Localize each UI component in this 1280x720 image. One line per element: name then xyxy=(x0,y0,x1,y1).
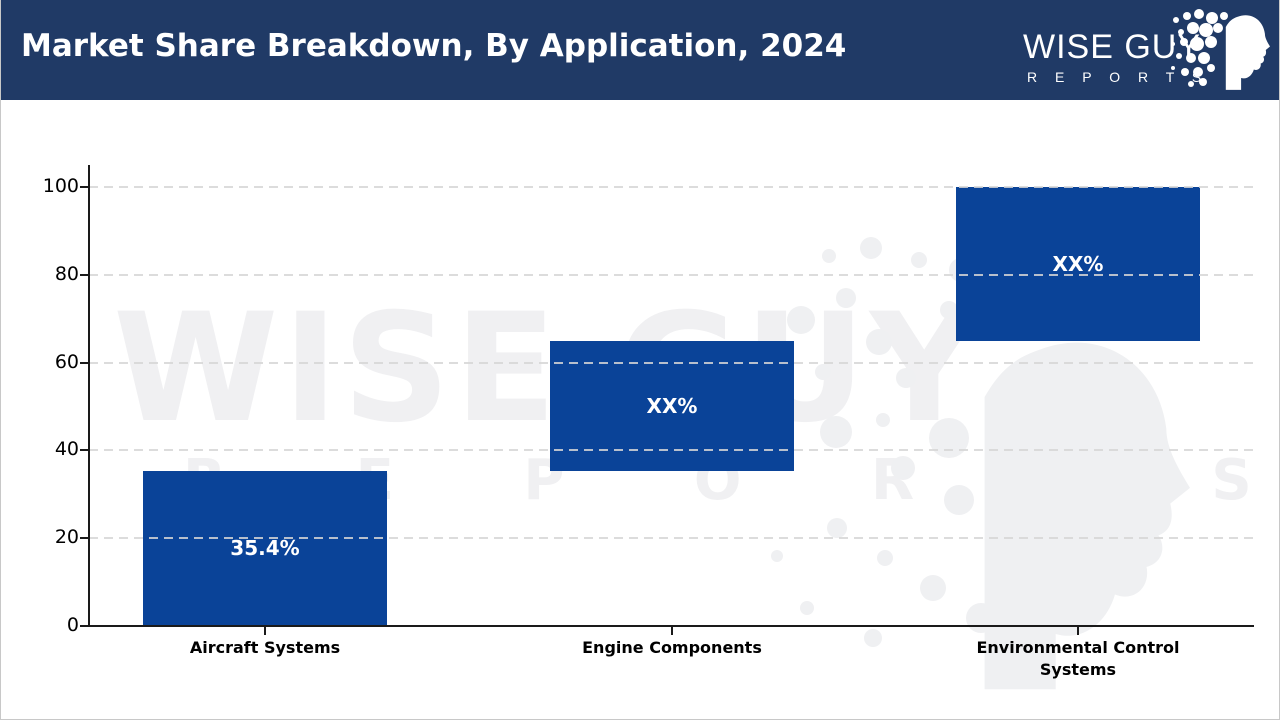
y-tick-label-100: 100 xyxy=(42,175,79,197)
x-axis xyxy=(88,625,1254,627)
bar-value-label: XX% xyxy=(646,393,698,418)
logo-tagline: R E P O R T S xyxy=(1027,69,1208,85)
category-label-1: Aircraft Systems xyxy=(189,638,341,657)
gridline-80 xyxy=(89,273,1254,276)
y-tick-mark-60 xyxy=(80,361,88,364)
category-label-3: Environmental Control Systems xyxy=(976,638,1180,679)
y-tick-label-80: 80 xyxy=(54,262,79,285)
logo-wordmark: WISE GUY xyxy=(1023,28,1201,66)
x-tick-mark-1 xyxy=(264,627,266,635)
y-axis xyxy=(88,165,90,627)
logo-face-icon xyxy=(1171,9,1270,90)
y-tick-mark-80 xyxy=(80,273,88,276)
gridline-20 xyxy=(89,537,1254,540)
page-title: Market Share Breakdown, By Application, … xyxy=(21,28,847,64)
gridline-100 xyxy=(89,186,1254,188)
y-tick-mark-0 xyxy=(80,625,88,627)
y-tick-label-20: 20 xyxy=(54,526,79,549)
header: Market Share Breakdown, By Application, … xyxy=(1,0,1279,100)
y-tick-label-60: 60 xyxy=(54,350,79,373)
y-tick-mark-20 xyxy=(80,537,88,540)
x-tick-mark-2 xyxy=(671,627,673,635)
y-tick-label-0: 0 xyxy=(66,614,79,636)
y-tick-mark-40 xyxy=(80,449,88,452)
gridline-60 xyxy=(89,361,1254,364)
x-tick-mark-3 xyxy=(1077,627,1079,635)
gridline-40 xyxy=(89,449,1254,452)
y-tick-mark-100 xyxy=(80,186,88,188)
category-label-2: Engine Components xyxy=(582,638,762,657)
y-tick-label-40: 40 xyxy=(54,438,79,461)
bar-environmental-control-systems: XX% xyxy=(956,187,1200,342)
bar-value-label: 35.4% xyxy=(230,536,300,561)
bar-aircraft-systems: 35.4% xyxy=(143,470,387,626)
logo: WISE GUY R E P O R T S xyxy=(1023,9,1270,90)
bar-value-label: XX% xyxy=(1052,252,1104,277)
